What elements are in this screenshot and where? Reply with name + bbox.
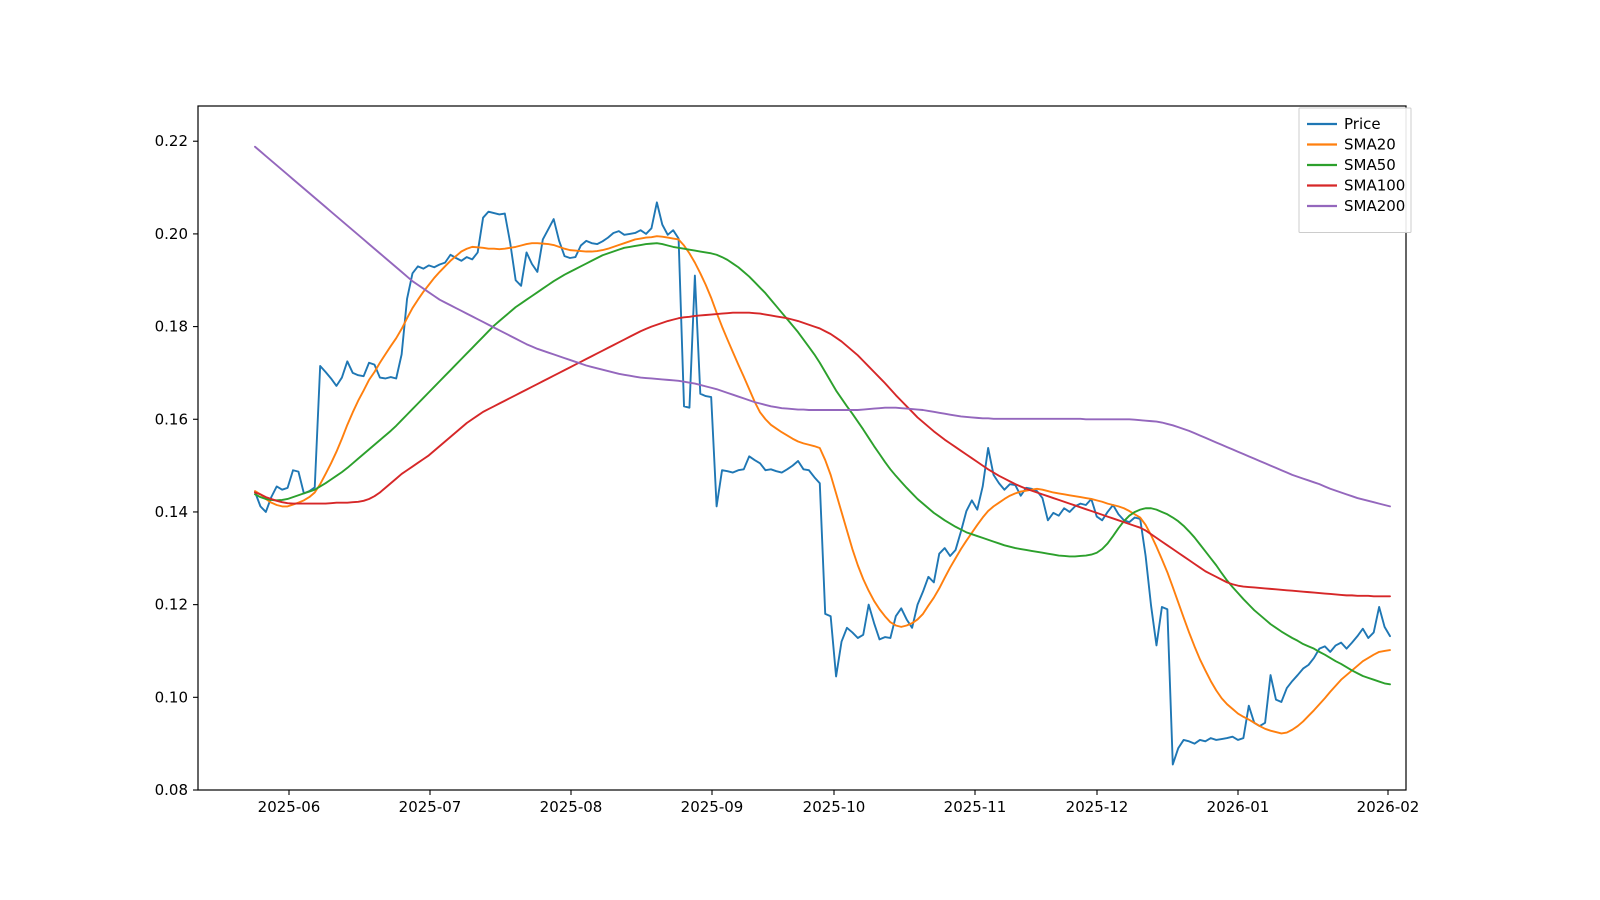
y-tick-label: 0.12 (155, 596, 188, 614)
legend-label-sma20[interactable]: SMA20 (1344, 136, 1396, 154)
legend-frame (1298, 107, 1412, 233)
x-tick-label: 2025-09 (681, 798, 744, 816)
y-tick-label: 0.22 (155, 132, 188, 150)
legend-label-sma50[interactable]: SMA50 (1344, 156, 1396, 174)
y-tick-label: 0.16 (155, 410, 188, 428)
x-tick-label: 2026-01 (1207, 798, 1270, 816)
y-tick-label: 0.20 (155, 225, 188, 243)
y-tick-label: 0.18 (155, 318, 188, 336)
x-tick-label: 2025-07 (399, 798, 462, 816)
series-line-sma50 (254, 242, 1391, 686)
y-tick-label: 0.10 (155, 688, 188, 706)
x-tick-label: 2025-12 (1066, 798, 1129, 816)
legend[interactable]: Price SMA20 SMA50 SMA100 SMA200 (1298, 107, 1412, 233)
x-tick-label: 2025-11 (944, 798, 1007, 816)
x-tick-label: 2025-08 (540, 798, 603, 816)
axes-border (197, 105, 1407, 791)
series-line-sma200 (254, 145, 1391, 508)
legend-label-sma100[interactable]: SMA100 (1344, 177, 1405, 195)
x-tick-label: 2025-06 (258, 798, 321, 816)
x-tick-label: 2025-10 (803, 798, 866, 816)
legend-label-sma200[interactable]: SMA200 (1344, 197, 1405, 215)
axes: 0.08 0.10 0.12 0.14 0.16 0.18 0.20 0.22 2025-06 2… (155, 105, 1420, 816)
y-tick-label: 0.14 (155, 503, 188, 521)
series-layer (254, 145, 1391, 766)
series-line-sma100 (254, 311, 1391, 598)
series-line-sma20 (254, 235, 1391, 735)
legend-label-price[interactable]: Price (1344, 115, 1381, 133)
x-tick-label: 2026-02 (1357, 798, 1420, 816)
series-line-price (254, 201, 1391, 766)
y-tick-label: 0.08 (155, 781, 188, 799)
